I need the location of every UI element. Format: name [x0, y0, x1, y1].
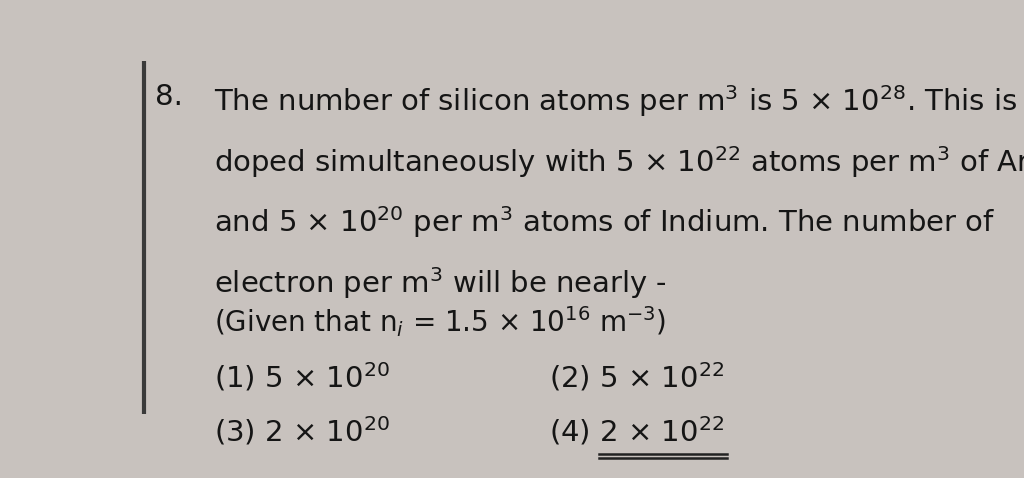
- Text: (Given that n$_i$ = 1.5 × 10$^{16}$ m$^{-3}$): (Given that n$_i$ = 1.5 × 10$^{16}$ m$^{…: [214, 304, 666, 338]
- Text: (4) 2 × 10$^{22}$: (4) 2 × 10$^{22}$: [549, 414, 724, 447]
- Text: electron per m$^3$ will be nearly -: electron per m$^3$ will be nearly -: [214, 265, 667, 301]
- Text: (1) 5 × 10$^{20}$: (1) 5 × 10$^{20}$: [214, 361, 389, 394]
- Text: (2) 5 × 10$^{22}$: (2) 5 × 10$^{22}$: [549, 361, 724, 394]
- Text: 8.: 8.: [155, 83, 183, 111]
- Text: doped simultaneously with 5 × 10$^{22}$ atoms per m$^3$ of Arsenic: doped simultaneously with 5 × 10$^{22}$ …: [214, 144, 1024, 180]
- Text: (3) 2 × 10$^{20}$: (3) 2 × 10$^{20}$: [214, 414, 389, 447]
- Text: and 5 × 10$^{20}$ per m$^3$ atoms of Indium. The number of: and 5 × 10$^{20}$ per m$^3$ atoms of Ind…: [214, 205, 995, 240]
- Text: The number of silicon atoms per m$^3$ is 5 × 10$^{28}$. This is: The number of silicon atoms per m$^3$ is…: [214, 83, 1017, 119]
- Text: (4): (4): [549, 414, 599, 442]
